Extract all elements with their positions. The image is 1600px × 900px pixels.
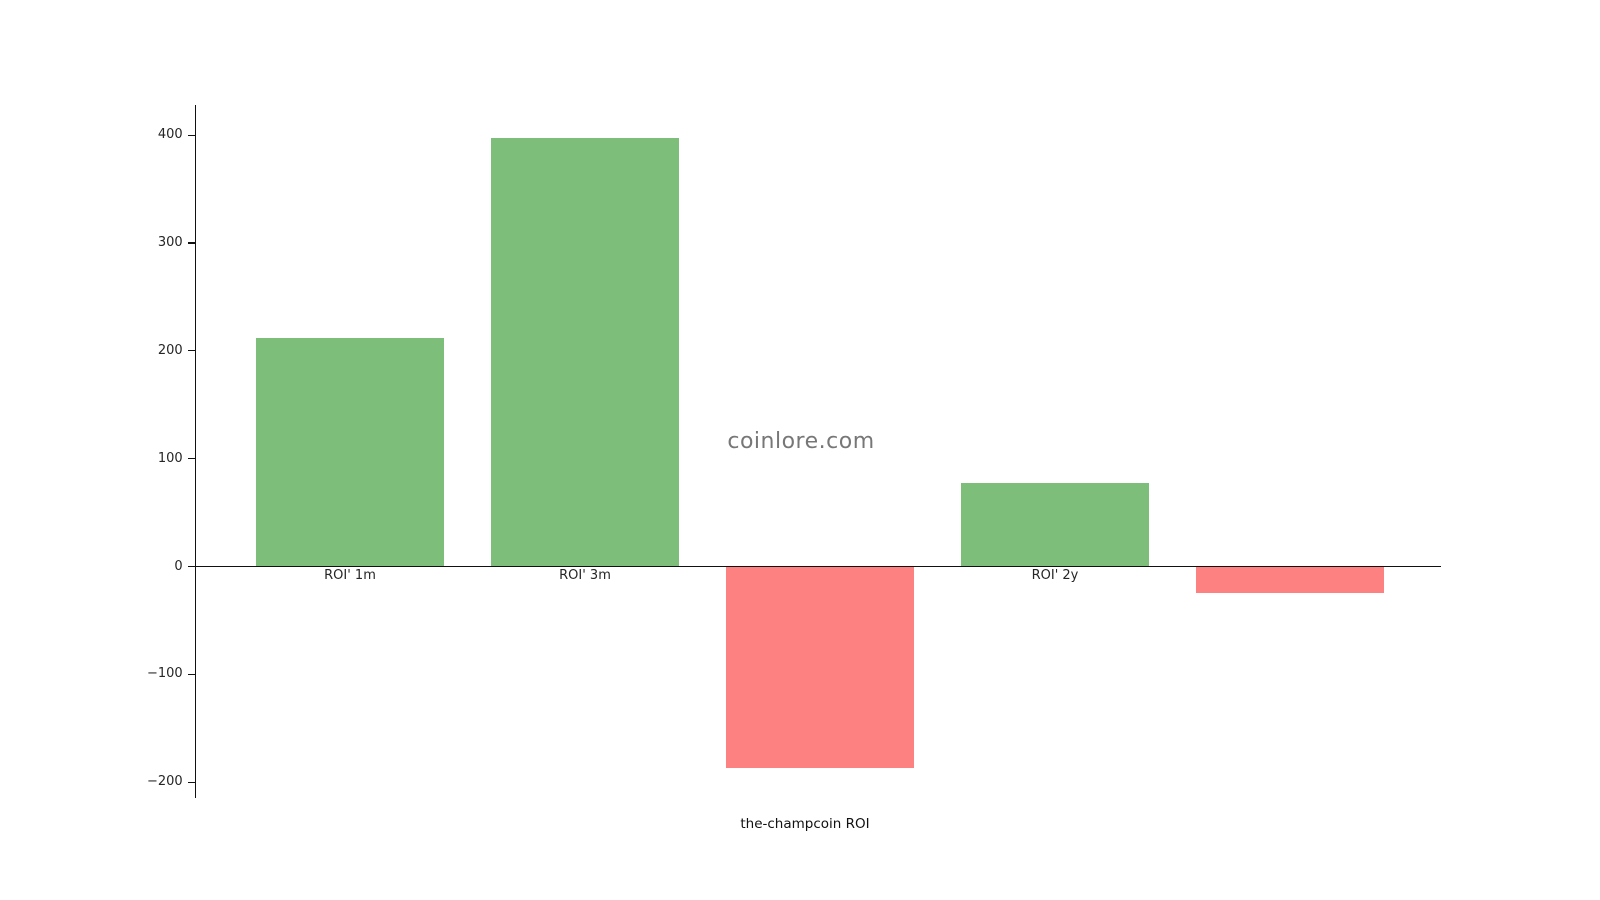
y-tick-label: 400 (157, 127, 183, 143)
bar-unlabeled-5 (1196, 566, 1384, 594)
x-category-label: ROI' 2y (1031, 568, 1079, 583)
x-axis-title: the-champcoin ROI (740, 816, 870, 832)
bar-roi-2y (961, 483, 1149, 567)
y-tick-label: 300 (157, 235, 183, 250)
x-category-label: ROI' 3m (559, 568, 611, 583)
y-tick-mark (187, 242, 195, 244)
bar-roi-3m (491, 138, 679, 567)
y-tick-label: −200 (146, 774, 183, 790)
y-tick-label: 200 (157, 342, 183, 358)
bar-roi-1m (256, 337, 444, 567)
y-tick-label: −100 (146, 666, 183, 682)
x-axis-line (194, 565, 1441, 568)
y-tick-mark (187, 565, 195, 568)
x-category-label: ROI' 1m (324, 568, 376, 583)
y-tick-mark (187, 781, 195, 783)
bar-unlabeled-3 (726, 566, 914, 769)
watermark-text: coinlore.com (727, 429, 875, 454)
y-tick-mark (187, 350, 195, 352)
y-tick-label: 100 (157, 450, 183, 466)
y-tick-mark (187, 673, 195, 675)
y-tick-mark (187, 134, 195, 136)
y-tick-label: 0 (174, 558, 183, 574)
y-tick-mark (187, 458, 195, 460)
y-axis-line (194, 105, 196, 798)
